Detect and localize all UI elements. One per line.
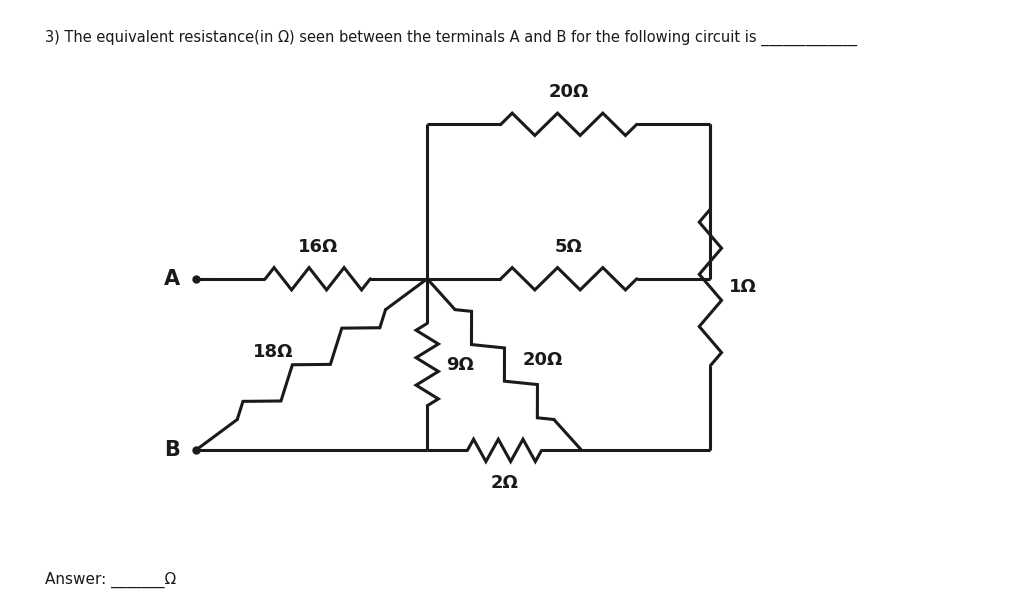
Text: 9Ω: 9Ω [446,356,474,373]
Text: 5Ω: 5Ω [555,238,583,256]
Text: A: A [164,269,180,289]
Text: 20Ω: 20Ω [549,83,589,101]
Text: 3) The equivalent resistance(in Ω) seen between the terminals A and B for the fo: 3) The equivalent resistance(in Ω) seen … [45,30,857,46]
Text: 18Ω: 18Ω [253,343,293,361]
Text: 2Ω: 2Ω [490,474,518,491]
Text: 1Ω: 1Ω [729,278,757,297]
Text: B: B [164,440,180,460]
Text: 20Ω: 20Ω [523,351,563,369]
Text: Answer: _______Ω: Answer: _______Ω [45,571,176,588]
Text: 16Ω: 16Ω [298,238,338,256]
